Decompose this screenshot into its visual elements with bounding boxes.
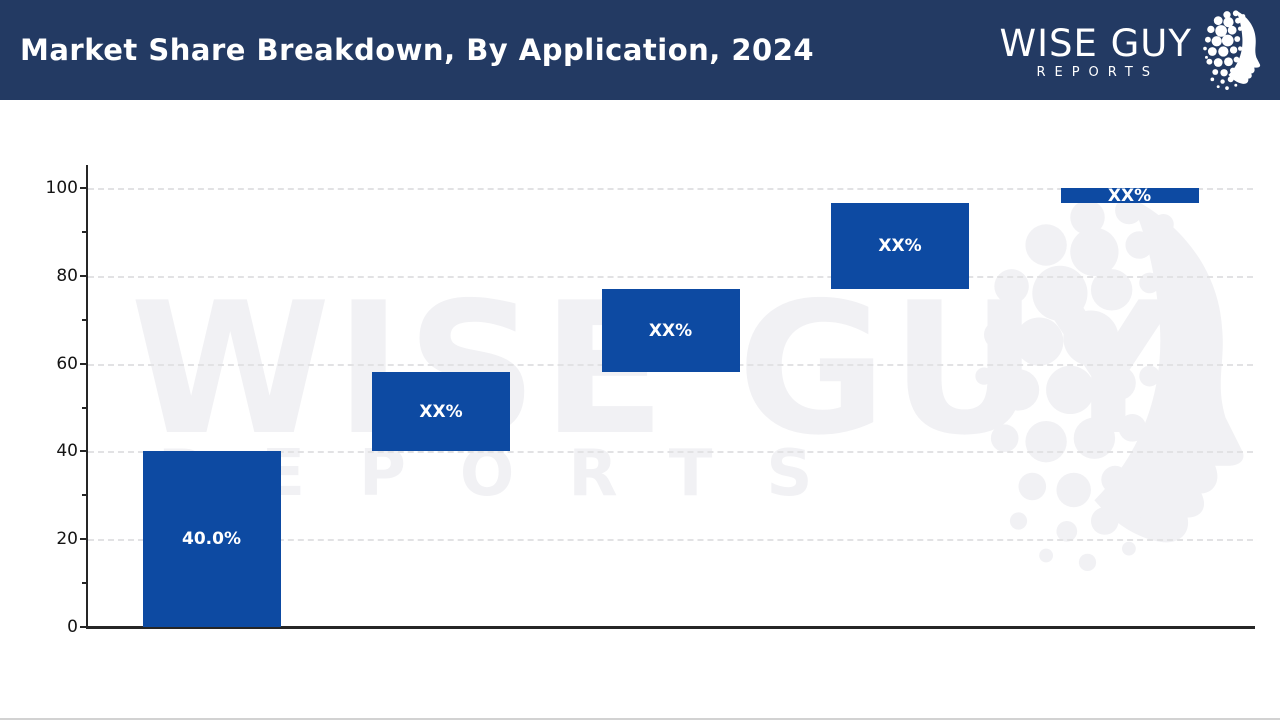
waterfall-bar: XX% <box>601 288 740 373</box>
y-tick <box>80 538 86 541</box>
waterfall-bar: XX% <box>1060 185 1199 206</box>
y-gridline <box>88 275 1253 278</box>
y-tick-label: 100 <box>45 178 78 198</box>
y-tick <box>80 450 86 453</box>
x-axis-spine <box>86 626 1255 629</box>
y-tick-label: 80 <box>56 265 78 286</box>
bar-value-label: XX% <box>878 236 922 257</box>
waterfall-bar: XX% <box>831 203 969 289</box>
bar-value-label: XX% <box>648 320 693 341</box>
y-tick-minor <box>82 406 86 409</box>
waterfall-bar: XX% <box>372 372 510 452</box>
y-tick-minor <box>82 230 86 233</box>
brand-wordmark: WISE GUY <box>999 21 1192 65</box>
dotted-head-profile-icon <box>1203 10 1261 90</box>
y-tick-minor <box>82 582 86 585</box>
y-tick <box>80 626 86 628</box>
y-tick <box>80 187 86 189</box>
y-axis-spine <box>86 165 88 627</box>
y-gridline <box>88 539 1253 542</box>
y-tick-label: 20 <box>56 529 78 550</box>
bar-value-label: XX% <box>419 401 463 422</box>
waterfall-bar: 40.0% <box>142 451 281 627</box>
brand-subtitle: REPORTS <box>1036 64 1160 80</box>
y-tick-minor <box>82 318 86 321</box>
y-gridline <box>88 188 1253 190</box>
y-tick <box>80 274 86 277</box>
y-tick-label: 60 <box>56 353 78 374</box>
y-tick-label: 0 <box>67 617 78 637</box>
y-tick-label: 40 <box>56 441 78 462</box>
y-tick <box>80 362 86 365</box>
bar-value-label: XX% <box>1107 185 1152 206</box>
header-bar: Market Share Breakdown, By Application, … <box>0 0 1280 100</box>
page-title: Market Share Breakdown, By Application, … <box>20 33 815 67</box>
brand-logo-text: WISE GUY REPORTS <box>1000 25 1192 80</box>
y-tick-minor <box>82 494 86 497</box>
bar-value-label: 40.0% <box>182 529 241 550</box>
y-gridline <box>88 451 1253 454</box>
brand-logo: WISE GUY REPORTS <box>1000 6 1266 94</box>
